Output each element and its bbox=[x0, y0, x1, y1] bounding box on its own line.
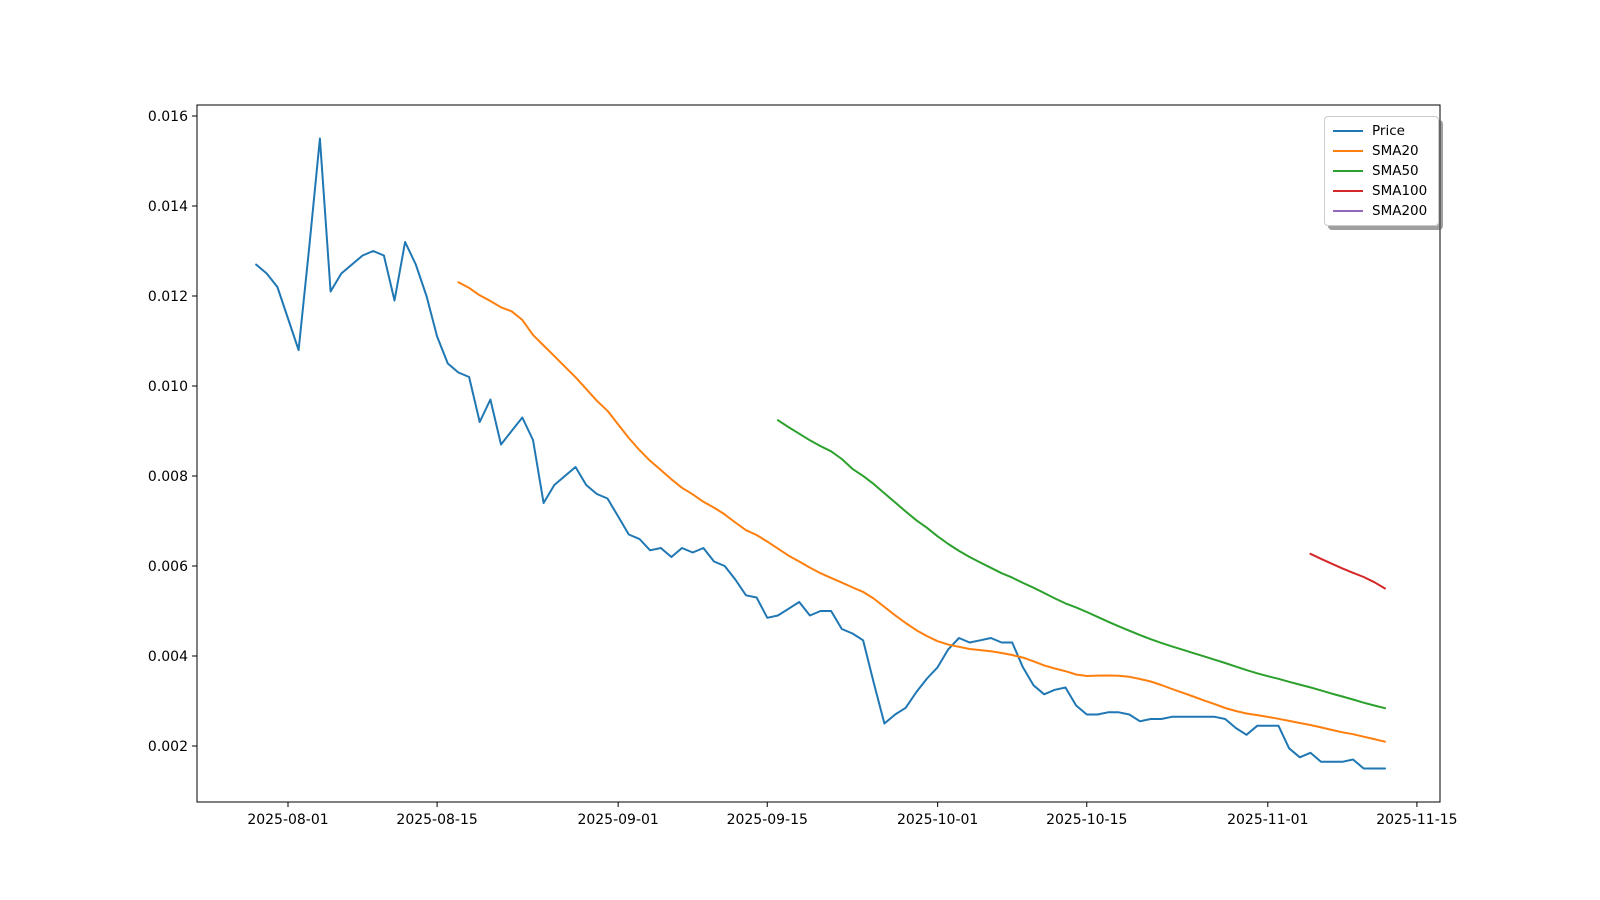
legend-swatch-sma100 bbox=[1333, 190, 1363, 192]
legend-item-sma50: SMA50 bbox=[1333, 161, 1429, 181]
legend-item-sma100: SMA100 bbox=[1333, 181, 1429, 201]
x-tick-label: 2025-08-01 bbox=[247, 812, 328, 828]
chart-legend: Price SMA20 SMA50 SMA100 SMA200 bbox=[1324, 116, 1439, 226]
axes-frame bbox=[196, 104, 1441, 803]
y-tick-label: 0.010 bbox=[148, 379, 188, 395]
y-tick-label: 0.004 bbox=[148, 649, 188, 665]
x-tick-label: 2025-09-15 bbox=[727, 812, 808, 828]
y-tick-label: 0.008 bbox=[148, 469, 188, 485]
sma100-line bbox=[1309, 552, 1386, 590]
x-tick-label: 2025-10-01 bbox=[897, 812, 978, 828]
sma20-line bbox=[457, 281, 1386, 743]
legend-swatch-price bbox=[1333, 130, 1363, 132]
x-tick-label: 2025-11-01 bbox=[1227, 812, 1308, 828]
y-tick-label: 0.012 bbox=[148, 289, 188, 305]
x-tick-label: 2025-08-15 bbox=[396, 812, 477, 828]
y-tick-label: 0.006 bbox=[148, 559, 188, 575]
legend-item-sma20: SMA20 bbox=[1333, 141, 1429, 161]
y-tick-label: 0.014 bbox=[148, 199, 188, 215]
y-tick-label: 0.016 bbox=[148, 109, 188, 125]
x-tick-label: 2025-09-01 bbox=[577, 812, 658, 828]
legend-label-price: Price bbox=[1372, 123, 1405, 139]
x-tick-label: 2025-10-15 bbox=[1046, 812, 1127, 828]
price-line bbox=[255, 137, 1386, 770]
legend-item-sma200: SMA200 bbox=[1333, 201, 1429, 221]
legend-label-sma20: SMA20 bbox=[1372, 143, 1419, 159]
legend-label-sma100: SMA100 bbox=[1372, 183, 1428, 199]
legend-swatch-sma200 bbox=[1333, 210, 1363, 212]
legend-swatch-sma50 bbox=[1333, 170, 1363, 172]
legend-label-sma50: SMA50 bbox=[1372, 163, 1419, 179]
x-tick-label: 2025-11-15 bbox=[1376, 812, 1457, 828]
legend-item-price: Price bbox=[1333, 121, 1429, 141]
legend-label-sma200: SMA200 bbox=[1372, 203, 1428, 219]
y-tick-label: 0.002 bbox=[148, 739, 188, 755]
sma50-line bbox=[776, 419, 1386, 710]
legend-swatch-sma20 bbox=[1333, 150, 1363, 152]
